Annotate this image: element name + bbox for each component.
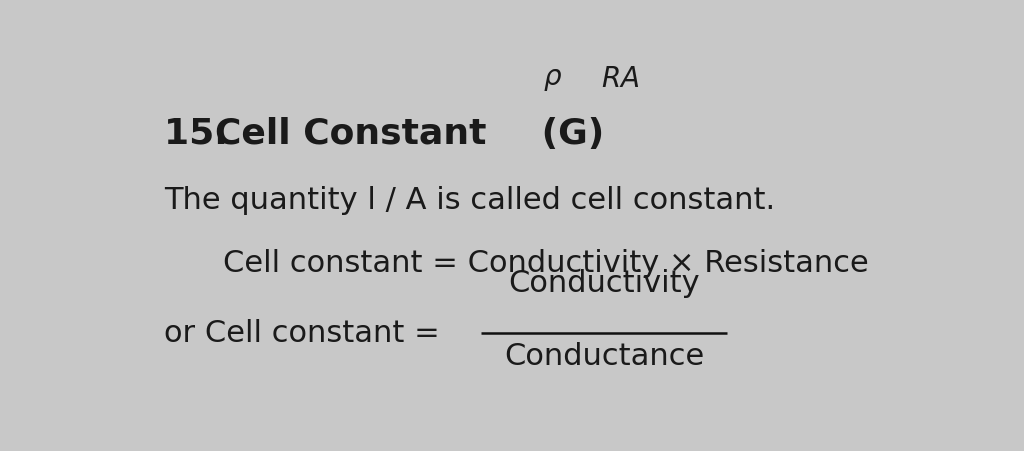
Text: Cell constant = Conductivity × Resistance: Cell constant = Conductivity × Resistanc… bbox=[223, 249, 869, 277]
Text: $RA$: $RA$ bbox=[601, 64, 639, 92]
Text: The quantity l / A is called cell constant.: The quantity l / A is called cell consta… bbox=[164, 186, 775, 215]
Text: Cell Constant: Cell Constant bbox=[215, 117, 486, 151]
Text: Conductivity: Conductivity bbox=[508, 268, 700, 297]
Text: or Cell constant =: or Cell constant = bbox=[164, 318, 450, 347]
Text: Conductance: Conductance bbox=[504, 341, 705, 370]
Text: $\rho$: $\rho$ bbox=[543, 64, 562, 92]
Text: (G): (G) bbox=[528, 117, 604, 151]
Text: 15.: 15. bbox=[164, 117, 241, 151]
